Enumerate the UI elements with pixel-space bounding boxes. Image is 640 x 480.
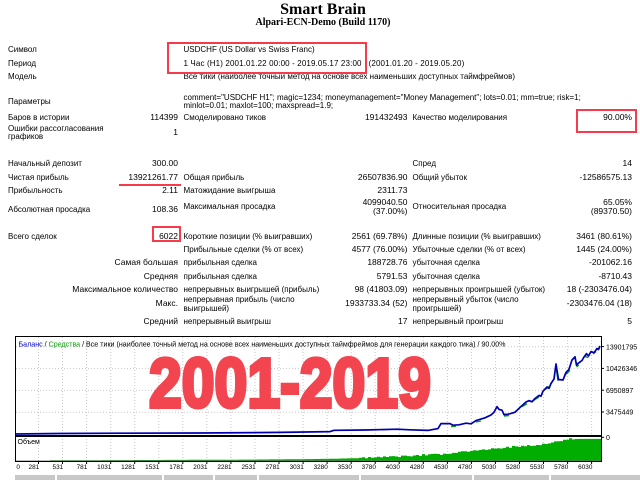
svg-text:1781: 1781: [169, 464, 184, 471]
svg-text:Объем: Объем: [18, 438, 40, 446]
svg-text:3280: 3280: [314, 464, 329, 471]
svg-text:1531: 1531: [145, 464, 160, 471]
svg-text:4280: 4280: [410, 464, 425, 471]
svg-text:3780: 3780: [362, 464, 377, 471]
svg-text:4530: 4530: [434, 464, 449, 471]
svg-text:0: 0: [16, 464, 20, 471]
svg-text:10426346: 10426346: [606, 366, 637, 373]
svg-text:4030: 4030: [386, 464, 401, 471]
svg-text:0: 0: [606, 435, 610, 442]
svg-text:1281: 1281: [121, 464, 136, 471]
svg-text:531: 531: [53, 464, 64, 471]
svg-text:2031: 2031: [193, 464, 208, 471]
svg-text:1031: 1031: [97, 464, 112, 471]
svg-text:2531: 2531: [241, 464, 256, 471]
svg-text:3031: 3031: [290, 464, 305, 471]
svg-text:6950897: 6950897: [606, 388, 633, 395]
svg-text:2281: 2281: [217, 464, 232, 471]
svg-text:2781: 2781: [265, 464, 280, 471]
svg-text:3530: 3530: [338, 464, 353, 471]
svg-text:4780: 4780: [458, 464, 473, 471]
svg-text:6030: 6030: [578, 464, 593, 471]
svg-text:5030: 5030: [482, 464, 497, 471]
svg-text:281: 281: [29, 464, 40, 471]
svg-text:Баланс / Средства / Все тики (: Баланс / Средства / Все тики (наиболее т…: [19, 341, 506, 349]
svg-text:5530: 5530: [530, 464, 545, 471]
svg-text:13901795: 13901795: [606, 344, 637, 351]
svg-text:3475449: 3475449: [606, 410, 633, 417]
svg-text:781: 781: [77, 464, 88, 471]
svg-text:5280: 5280: [506, 464, 521, 471]
svg-text:5780: 5780: [554, 464, 569, 471]
